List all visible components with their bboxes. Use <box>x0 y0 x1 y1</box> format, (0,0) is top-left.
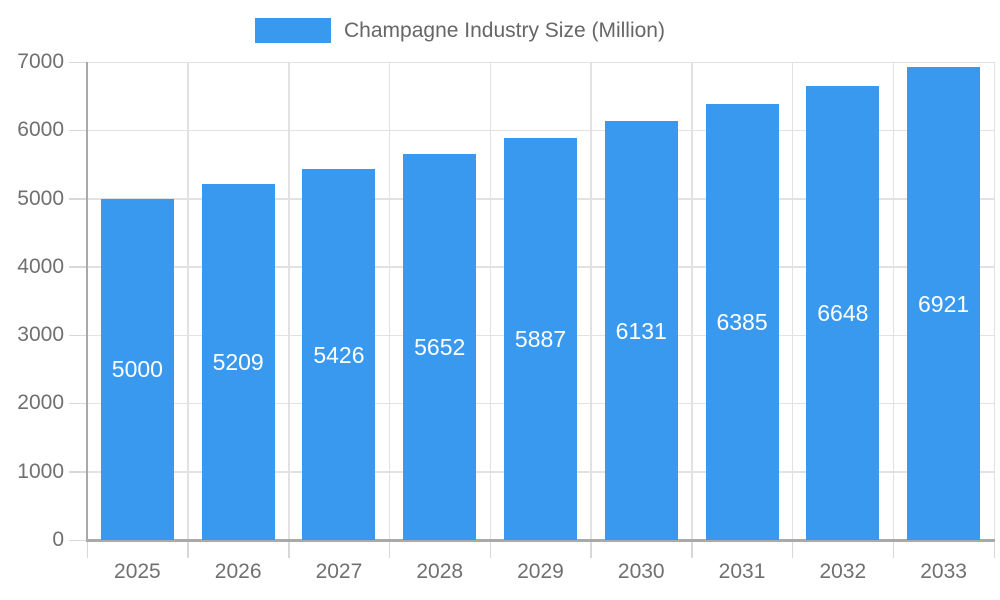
x-gridline <box>691 62 693 540</box>
x-gridline <box>388 62 391 540</box>
y-axis-tick <box>69 266 87 268</box>
y-axis-tick <box>69 471 87 473</box>
bar[interactable] <box>504 138 577 540</box>
legend-label: Champagne Industry Size (Million) <box>344 19 665 42</box>
x-gridline <box>187 62 189 540</box>
bar-value-label: 5652 <box>414 334 466 361</box>
y-axis-line <box>86 62 88 542</box>
y-tick-label: 5000 <box>17 186 64 210</box>
y-tick-label: 0 <box>52 528 64 551</box>
bar[interactable] <box>705 103 779 540</box>
x-axis-tick <box>590 540 592 558</box>
x-gridline <box>993 62 995 540</box>
x-tick-label: 2027 <box>315 560 363 583</box>
bar-value-label: 6648 <box>817 300 869 327</box>
bar-value-label: 5209 <box>212 349 264 376</box>
chart-legend[interactable]: Champagne Industry Size (Million) <box>0 18 920 43</box>
y-axis-tick <box>69 129 87 132</box>
x-tick-label: 2031 <box>718 560 766 583</box>
y-axis-tick <box>69 334 87 337</box>
bar[interactable] <box>907 67 981 540</box>
x-tick-label: 2029 <box>517 560 564 583</box>
x-gridline <box>892 62 895 540</box>
y-axis-tick <box>69 61 87 63</box>
y-gridline <box>87 129 994 132</box>
bar[interactable] <box>806 86 880 540</box>
bar-value-label: 6921 <box>918 290 970 317</box>
bar-value-label: 6385 <box>716 308 768 335</box>
x-tick-label: 2028 <box>416 560 464 583</box>
x-gridline <box>288 62 290 540</box>
y-axis-tick <box>69 402 87 405</box>
x-tick-label: 2030 <box>617 560 665 583</box>
y-tick-label: 7000 <box>17 50 64 73</box>
legend-swatch <box>255 18 332 43</box>
y-tick-label: 2000 <box>17 391 64 415</box>
y-tick-label: 1000 <box>17 459 64 483</box>
x-axis-tick <box>892 540 895 558</box>
bar[interactable] <box>403 154 477 540</box>
bar[interactable] <box>302 169 376 540</box>
bar-value-label: 5887 <box>514 326 567 352</box>
x-axis-tick <box>489 540 492 558</box>
x-axis-line <box>86 539 995 542</box>
bar-value-label: 6131 <box>615 317 667 344</box>
bar[interactable] <box>604 121 678 540</box>
y-tick-label: 3000 <box>17 323 64 347</box>
bar[interactable] <box>100 198 174 540</box>
y-gridline <box>87 61 994 63</box>
x-axis-tick <box>86 540 88 558</box>
x-tick-label: 2025 <box>114 560 161 583</box>
x-gridline <box>489 62 492 540</box>
y-tick-label: 4000 <box>17 254 64 278</box>
x-tick-label: 2032 <box>819 560 867 583</box>
x-axis-tick <box>288 540 290 558</box>
x-axis-tick <box>691 540 693 558</box>
x-axis-tick <box>187 540 189 558</box>
x-axis-tick <box>993 540 995 558</box>
x-axis-tick <box>388 540 391 558</box>
y-axis-tick <box>69 539 87 541</box>
x-tick-label: 2033 <box>920 560 967 583</box>
bar-value-label: 5000 <box>111 356 163 383</box>
bar[interactable] <box>201 184 275 540</box>
y-tick-label: 6000 <box>17 118 64 142</box>
bar-value-label: 5426 <box>313 341 365 368</box>
x-tick-label: 2026 <box>214 560 262 583</box>
x-gridline <box>590 62 592 540</box>
y-axis-tick <box>69 198 87 200</box>
x-gridline <box>791 62 794 540</box>
x-axis-tick <box>791 540 794 558</box>
